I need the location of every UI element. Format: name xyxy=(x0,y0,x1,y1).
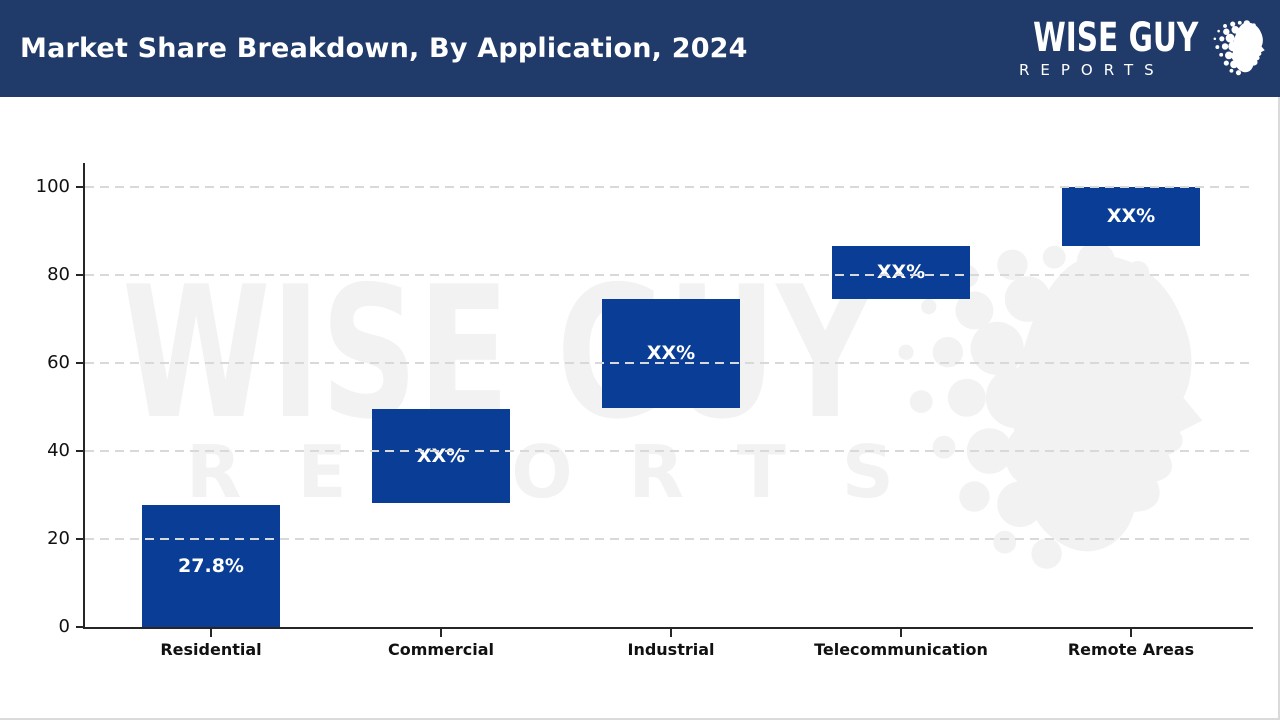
y-tick-100 xyxy=(76,185,85,188)
x-tick-label-4: Remote Areas xyxy=(1067,640,1195,659)
y-tick-label-0: 0 xyxy=(58,616,70,637)
wiseguy-logo-text: WISE GUY REPORTS xyxy=(975,18,1198,79)
x-tick-4 xyxy=(1130,629,1132,637)
gridline-100 xyxy=(85,185,1253,188)
bar-commercial: XX% xyxy=(372,408,510,504)
bar-industrial: XX% xyxy=(602,298,740,409)
gridline-40 xyxy=(85,449,1253,452)
wiseguy-logo: WISE GUY REPORTS xyxy=(975,6,1266,92)
y-tick-label-60: 60 xyxy=(47,351,70,373)
y-tick-80 xyxy=(76,273,85,276)
bar-value-label: XX% xyxy=(416,445,466,468)
wiseguy-face-logo-icon xyxy=(1213,19,1265,75)
watermark-reports-label: REPORTS xyxy=(186,430,950,514)
bar-residential: 27.8% xyxy=(142,504,280,627)
x-tick-2 xyxy=(670,629,672,637)
gridline-60 xyxy=(85,361,1253,364)
bar-value-label: XX% xyxy=(646,342,696,365)
y-tick-40 xyxy=(76,449,85,452)
bar-telecommunication: XX% xyxy=(832,245,970,299)
y-tick-label-100: 100 xyxy=(35,175,70,197)
image-edge-bottom xyxy=(0,718,1280,720)
x-tick-label-0: Residential xyxy=(160,640,262,659)
y-tick-label-80: 80 xyxy=(47,263,70,285)
header-banner: Market Share Breakdown, By Application, … xyxy=(0,0,1280,97)
y-axis-line xyxy=(83,163,85,629)
y-tick-0 xyxy=(76,626,85,628)
bar-value-label: 27.8% xyxy=(178,554,244,577)
bar-value-label: XX% xyxy=(876,261,926,284)
x-tick-1 xyxy=(440,629,442,637)
y-tick-20 xyxy=(76,537,85,540)
x-tick-label-2: Industrial xyxy=(627,640,715,659)
bar-value-label: XX% xyxy=(1106,205,1156,228)
y-tick-label-40: 40 xyxy=(47,439,70,461)
image-edge-right xyxy=(1278,97,1280,720)
page-title: Market Share Breakdown, By Application, … xyxy=(20,33,748,64)
x-tick-0 xyxy=(210,629,212,637)
gridline-20 xyxy=(85,537,1253,540)
watermark-face-icon xyxy=(898,242,1203,569)
x-tick-label-3: Telecommunication xyxy=(814,640,988,659)
y-tick-label-20: 20 xyxy=(47,527,70,549)
wiseguy-wordmark: WISE GUY xyxy=(1032,15,1198,61)
x-tick-label-1: Commercial xyxy=(387,640,495,659)
x-tick-3 xyxy=(900,629,902,637)
y-tick-60 xyxy=(76,361,85,364)
wiseguy-reports-label: REPORTS xyxy=(1018,61,1165,79)
bar-remote-areas: XX% xyxy=(1062,186,1200,246)
gridline-80 xyxy=(85,273,1253,276)
x-axis-line xyxy=(83,627,1253,629)
